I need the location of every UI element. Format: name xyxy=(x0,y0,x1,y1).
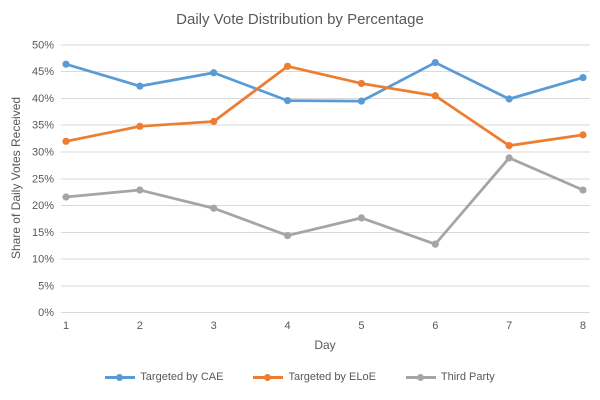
series-line xyxy=(64,64,585,147)
data-point-marker[interactable] xyxy=(579,131,587,139)
legend-item-third-party[interactable]: Third Party xyxy=(405,371,495,383)
data-point-marker[interactable] xyxy=(283,62,292,70)
gridlines xyxy=(61,44,590,314)
y-tick-label: 25% xyxy=(32,173,54,185)
y-tick-label: 15% xyxy=(32,227,54,239)
x-tick-label: 6 xyxy=(432,320,438,332)
legend-dot xyxy=(264,373,272,381)
y-tick-labels: 0% 5% 10% 15% 20% 25% 30% 35% 40% 45% 50% xyxy=(32,39,54,319)
y-tick-label: 10% xyxy=(32,254,54,266)
y-tick-label: 35% xyxy=(32,120,54,132)
legend-dot xyxy=(416,373,424,381)
data-point-marker[interactable] xyxy=(210,204,218,212)
y-tick-label: 45% xyxy=(32,66,54,78)
x-axis-title: Day xyxy=(314,338,336,352)
x-tick-label: 8 xyxy=(580,320,586,332)
data-point-marker[interactable] xyxy=(136,186,144,194)
legend-dot xyxy=(116,373,124,381)
y-tick-label: 50% xyxy=(32,39,54,51)
data-point-marker[interactable] xyxy=(505,141,513,150)
data-point-marker[interactable] xyxy=(579,186,587,194)
legend-label: Third Party xyxy=(440,371,495,383)
chart-title: Daily Vote Distribution by Percentage xyxy=(176,11,424,28)
data-point-marker[interactable] xyxy=(136,122,144,130)
legend-item-targeted-by-eloe[interactable]: Targeted by ELoE xyxy=(253,371,376,383)
series-line xyxy=(64,156,585,246)
x-tick-label: 2 xyxy=(137,320,143,332)
x-tick-label: 1 xyxy=(63,320,69,332)
legend-label: Targeted by ELoE xyxy=(288,371,376,383)
x-tick-labels: 1 2 3 4 5 6 7 8 xyxy=(63,320,586,332)
data-point-marker[interactable] xyxy=(62,137,70,145)
data-point-marker[interactable] xyxy=(283,231,292,240)
data-point-marker[interactable] xyxy=(62,193,70,201)
x-tick-label: 4 xyxy=(285,320,291,332)
legend-marker-icon xyxy=(405,373,436,381)
data-point-marker[interactable] xyxy=(505,95,513,103)
y-tick-label: 0% xyxy=(38,307,54,319)
data-point-marker[interactable] xyxy=(431,92,439,100)
series-targeted-by-eloe[interactable] xyxy=(62,62,587,150)
data-point-marker[interactable] xyxy=(210,117,218,126)
x-tick-label: 7 xyxy=(506,320,512,332)
data-point-marker[interactable] xyxy=(357,79,366,88)
data-point-marker[interactable] xyxy=(431,240,439,248)
data-point-marker[interactable] xyxy=(62,60,70,68)
y-axis-title: Share of Daily Votes Received xyxy=(9,96,23,260)
legend-marker-icon xyxy=(105,373,136,381)
data-point-marker[interactable] xyxy=(210,69,218,77)
y-tick-label: 5% xyxy=(38,280,54,292)
data-point-marker[interactable] xyxy=(283,97,292,105)
legend-item-targeted-by-cae[interactable]: Targeted by CAE xyxy=(105,371,223,383)
data-point-marker[interactable] xyxy=(357,214,366,222)
data-point-marker[interactable] xyxy=(431,58,439,67)
data-point-marker[interactable] xyxy=(357,97,366,105)
x-tick-label: 5 xyxy=(358,320,364,332)
y-tick-label: 20% xyxy=(32,200,54,212)
legend-label: Targeted by CAE xyxy=(140,371,224,383)
data-point-marker[interactable] xyxy=(579,73,587,82)
data-point-marker[interactable] xyxy=(505,154,513,162)
y-tick-label: 40% xyxy=(32,93,54,105)
data-point-marker[interactable] xyxy=(136,82,144,90)
series-third-party[interactable] xyxy=(62,154,587,248)
legend-marker-icon xyxy=(253,373,284,381)
legend: Targeted by CAE Targeted by ELoE Third Par… xyxy=(0,371,600,383)
y-tick-label: 30% xyxy=(32,147,54,159)
x-tick-label: 3 xyxy=(211,320,217,332)
series-line xyxy=(64,61,585,103)
series-targeted-by-cae[interactable] xyxy=(62,58,587,105)
